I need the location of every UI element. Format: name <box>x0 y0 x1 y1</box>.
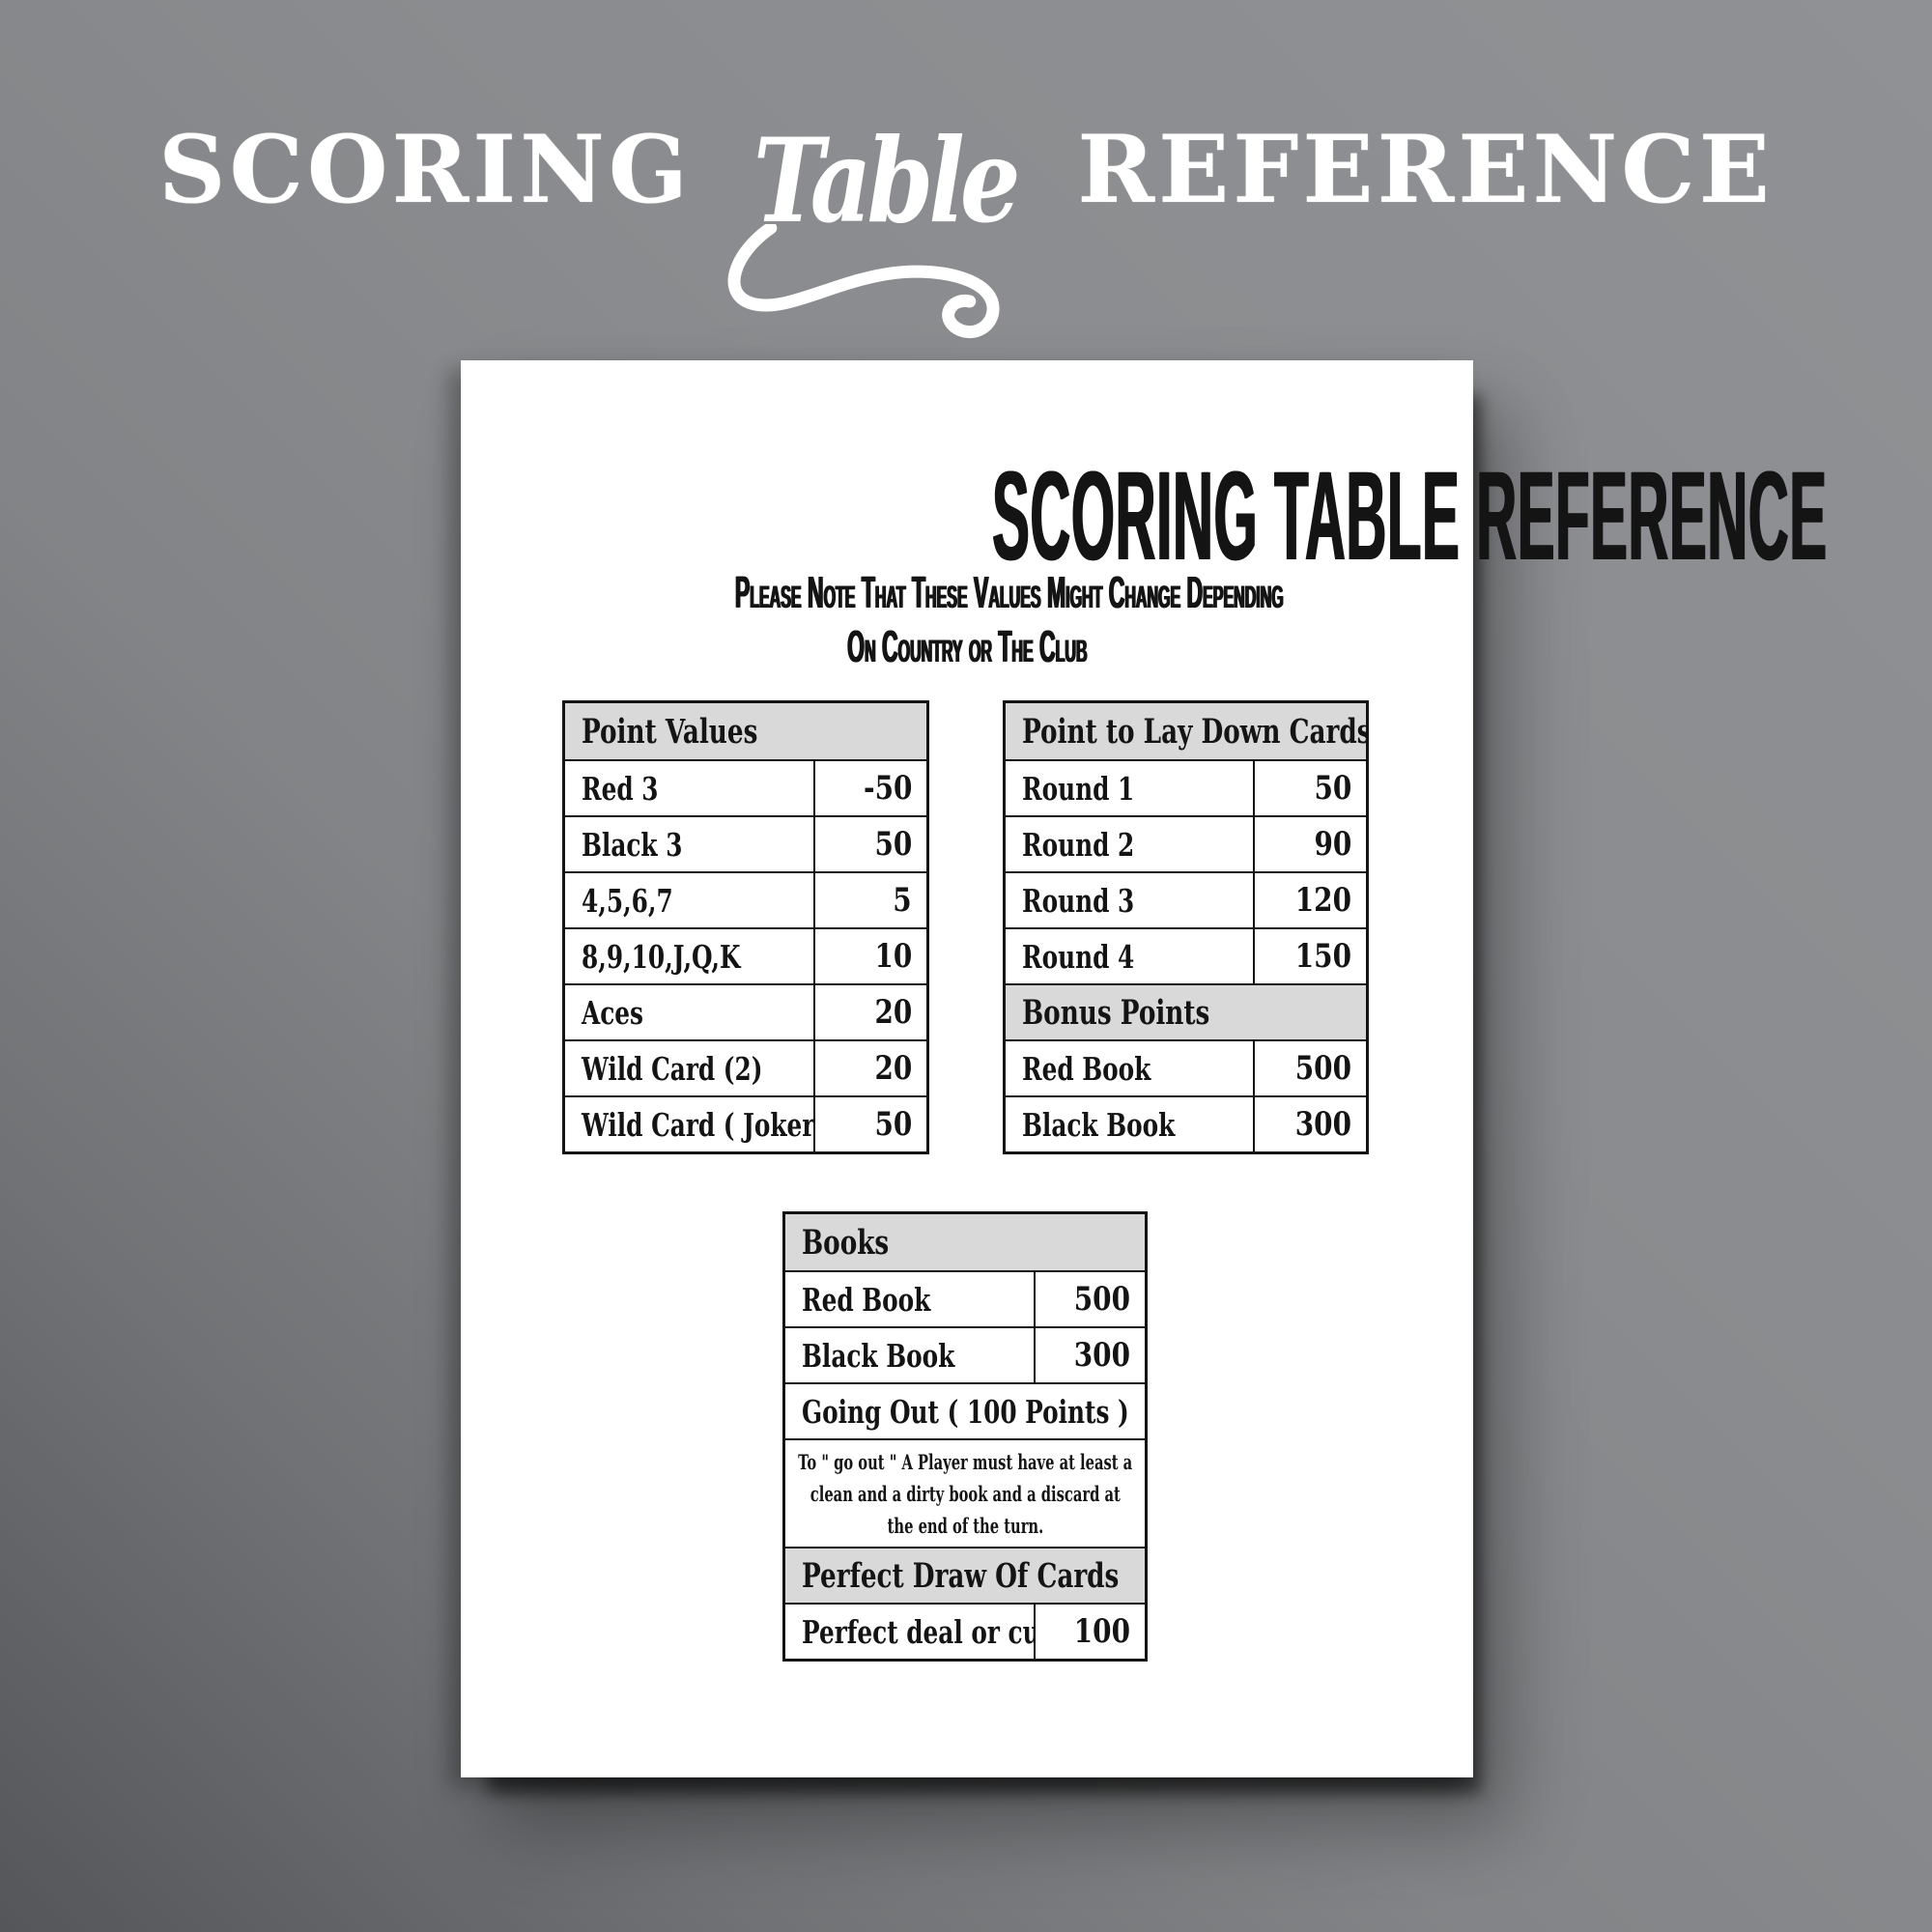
table-row: Round 4 150 <box>1006 927 1366 983</box>
row-value: 300 <box>1034 1328 1145 1382</box>
page-subtitle: Please Note That These Values Might Chan… <box>461 567 1473 679</box>
row-label: Round 3 <box>1022 881 1135 920</box>
table-row: Aces 20 <box>565 983 926 1039</box>
note-line: clean and a dirty book and a discard at <box>810 1481 1121 1506</box>
bonus-points-header-row: Bonus Points <box>1006 983 1366 1039</box>
table-row: Round 2 90 <box>1006 815 1366 871</box>
row-value: 20 <box>813 985 926 1039</box>
row-value: 50 <box>813 817 926 871</box>
row-value: 300 <box>1253 1097 1366 1151</box>
table-row: Red 3 -50 <box>565 759 926 815</box>
table-header: Point Values <box>582 711 758 752</box>
table-header: Point to Lay Down Cards <box>1022 711 1366 752</box>
note-line: To " go out " A Player must have at leas… <box>797 1449 1133 1474</box>
row-label: Black Book <box>802 1336 955 1375</box>
table-row: Wild Card ( Joker ) 50 <box>565 1095 926 1151</box>
table-header-row: Books <box>785 1214 1145 1270</box>
table-header: Books <box>802 1222 890 1263</box>
books-table: Books Red Book 500 Black Book 300 Going … <box>782 1211 1148 1662</box>
point-values-table: Point Values Red 3 -50 Black 3 50 4,5,6,… <box>562 700 929 1154</box>
flourish-swash-icon <box>727 224 999 338</box>
going-out-note: To " go out " A Player must have at leas… <box>785 1438 1145 1547</box>
row-value: 20 <box>813 1041 926 1095</box>
row-label: Red Book <box>802 1280 931 1319</box>
table-row: Black Book 300 <box>785 1326 1145 1382</box>
lay-down-cards-table: Point to Lay Down Cards Round 1 50 Round… <box>1003 700 1369 1154</box>
table-header-row: Point to Lay Down Cards <box>1006 703 1366 759</box>
row-value: 100 <box>1034 1605 1145 1659</box>
row-value: 50 <box>1253 761 1366 815</box>
table-header: Perfect Draw Of Cards <box>802 1555 1120 1596</box>
table-row: Round 1 50 <box>1006 759 1366 815</box>
row-label: Black Book <box>1022 1105 1176 1144</box>
table-header-row: Point Values <box>565 703 926 759</box>
row-label: Perfect deal or cut <box>802 1612 1034 1651</box>
subtitle-line: On Country or The Club <box>846 621 1088 671</box>
table-row: 8,9,10,J,Q,K 10 <box>565 927 926 983</box>
row-value: 10 <box>813 929 926 983</box>
row-value: 500 <box>1253 1041 1366 1095</box>
row-label: 8,9,10,J,Q,K <box>582 937 741 976</box>
perfect-draw-header-row: Perfect Draw Of Cards <box>785 1547 1145 1603</box>
row-label: Aces <box>582 993 643 1032</box>
table-row: Black 3 50 <box>565 815 926 871</box>
banner-word-reference: REFERENCE <box>1077 115 1774 224</box>
page-title: SCORING TABLE REFERENCE <box>992 444 1828 586</box>
row-value: 150 <box>1253 929 1366 983</box>
banner-word-scoring: SCORING <box>158 115 692 224</box>
table-row: Red Book 500 <box>785 1270 1145 1326</box>
row-label: Going Out ( 100 Points ) <box>802 1392 1129 1431</box>
row-label: Round 2 <box>1022 825 1135 864</box>
row-value: -50 <box>813 761 926 815</box>
reference-sheet-page: SCORING TABLE REFERENCE Please Note That… <box>461 360 1828 1777</box>
banner-script-word: Table <box>724 113 1044 338</box>
table-row: Wild Card (2) 20 <box>565 1039 926 1095</box>
table-header: Bonus Points <box>1022 992 1210 1033</box>
row-value: 500 <box>1034 1272 1145 1326</box>
table-row: 4,5,6,7 5 <box>565 871 926 927</box>
row-label: Red Book <box>1022 1049 1151 1088</box>
row-label: Round 4 <box>1022 937 1135 976</box>
note-line: the end of the turn. <box>887 1513 1043 1538</box>
row-value: 5 <box>813 873 926 927</box>
subtitle-line: Please Note That These Values Might Chan… <box>734 567 1284 617</box>
banner-script-text: Table <box>753 113 1021 249</box>
going-out-row: Going Out ( 100 Points ) <box>785 1382 1145 1438</box>
row-label: Wild Card (2) <box>582 1049 763 1088</box>
table-row: Red Book 500 <box>1006 1039 1366 1095</box>
row-label: Red 3 <box>582 769 659 808</box>
banner: SCORING Table REFERENCE <box>0 113 1932 338</box>
row-label: Wild Card ( Joker ) <box>582 1105 813 1144</box>
table-row: Round 3 120 <box>1006 871 1366 927</box>
row-label: Round 1 <box>1022 769 1135 808</box>
row-value: 90 <box>1253 817 1366 871</box>
row-value: 50 <box>813 1097 926 1151</box>
table-row: Black Book 300 <box>1006 1095 1366 1151</box>
row-label: Black 3 <box>582 825 683 864</box>
row-value: 120 <box>1253 873 1366 927</box>
table-row: Perfect deal or cut 100 <box>785 1603 1145 1659</box>
row-label: 4,5,6,7 <box>582 881 673 920</box>
